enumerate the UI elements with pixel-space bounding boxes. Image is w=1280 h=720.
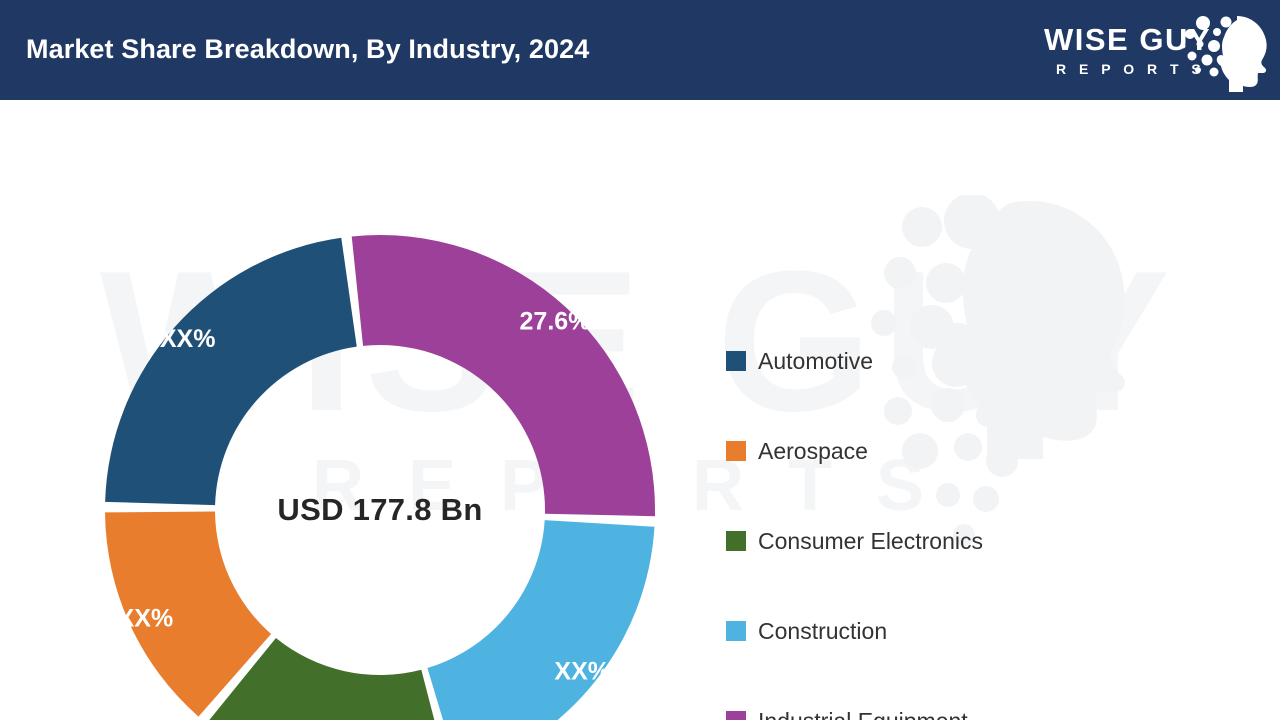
legend-item-consumer-electronics[interactable]: Consumer Electronics <box>726 527 1186 554</box>
legend-item-industrial-equipment[interactable]: Industrial Equipment <box>726 709 1186 720</box>
legend-swatch-icon <box>726 531 746 551</box>
wise-guy-reports-logo: WISE GUY R E P O R T S <box>1044 16 1267 92</box>
svg-text:R E P O R T S: R E P O R T S <box>1056 61 1205 77</box>
legend-swatch-icon <box>726 441 746 461</box>
donut-slices <box>105 235 655 720</box>
donut-chart-svg: 27.6%XX%XX%XX%XX% <box>105 235 655 720</box>
legend-item-aerospace[interactable]: Aerospace <box>726 437 1186 464</box>
legend-item-label: Automotive <box>758 347 874 374</box>
donut-slice-label: XX% <box>554 657 610 685</box>
legend-item-label: Aerospace <box>758 437 868 464</box>
donut-chart[interactable]: 27.6%XX%XX%XX%XX% <box>100 230 660 720</box>
donut-slice-labels: 27.6%XX%XX%XX%XX% <box>118 307 610 685</box>
legend-item-label: Consumer Electronics <box>758 527 983 554</box>
donut-slice[interactable] <box>105 237 357 506</box>
chart-legend: Automotive Aerospace Consumer Electronic… <box>726 347 1186 720</box>
donut-slice[interactable] <box>351 235 655 517</box>
donut-slice[interactable] <box>207 638 449 720</box>
page-title: Market Share Breakdown, By Industry, 202… <box>26 34 590 64</box>
legend-swatch-icon <box>726 711 746 720</box>
donut-slice[interactable] <box>427 520 655 720</box>
donut-slice-label: XX% <box>118 604 174 632</box>
legend-item-label: Industrial Equipment <box>758 709 968 720</box>
donut-slice[interactable] <box>105 511 272 717</box>
donut-slice-label: XX% <box>160 325 216 353</box>
legend-swatch-icon <box>726 351 746 371</box>
legend-item-construction[interactable]: Construction <box>726 617 1186 644</box>
page-header: Market Share Breakdown, By Industry, 202… <box>0 0 1280 100</box>
legend-item-label: Construction <box>758 617 888 644</box>
legend-swatch-icon <box>726 621 746 641</box>
legend-item-automotive[interactable]: Automotive <box>726 347 1186 374</box>
svg-text:WISE GUY: WISE GUY <box>1044 22 1211 57</box>
donut-slice-label: 27.6% <box>520 307 591 335</box>
